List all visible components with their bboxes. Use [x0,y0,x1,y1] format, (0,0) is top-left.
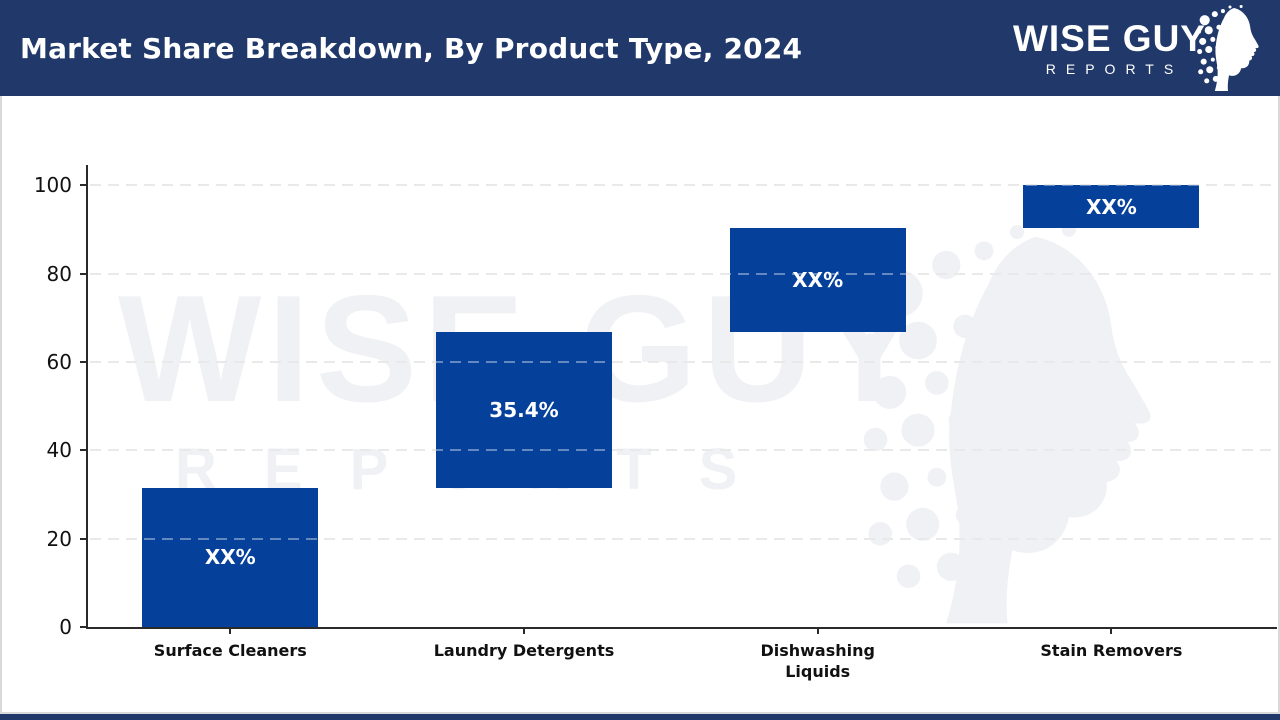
x-axis-tick [816,627,819,634]
x-axis-category-line: Stain Removers [1040,641,1183,660]
x-axis-category-line: Laundry Detergents [433,641,615,660]
bar-segment: XX% [1023,185,1200,228]
bar-value-label: XX% [792,267,844,292]
gridline-overlay [90,272,1276,275]
bar-value-label: XX% [1085,194,1137,219]
x-axis-category-line: Surface Cleaners [153,641,307,660]
bar-value-label: XX% [204,545,256,570]
x-axis-tick [1110,627,1113,634]
chart-title: Market Share Breakdown, By Product Type,… [20,31,803,65]
bar-value-label: 35.4% [489,397,559,422]
y-axis-tick [80,361,88,364]
y-axis-tick [80,537,88,540]
y-axis-tick-label: 100 [33,173,72,198]
y-axis-spine [86,165,88,629]
gridline-overlay [90,537,1276,540]
gridline [90,537,1276,540]
gridline [90,184,1276,187]
footer-bar [0,714,1280,720]
y-axis-tick [80,626,88,628]
brand-subtitle: REPORTS [1045,60,1184,77]
y-axis-tick-label: 0 [59,615,72,639]
y-axis-tick-label: 40 [46,438,72,463]
x-axis-tick [229,627,232,634]
gridline [90,449,1276,452]
gridline-overlay [90,184,1276,187]
x-axis-category-line: Dishwashing [760,641,875,660]
x-axis-category-line: Liquids [785,662,851,681]
x-axis-category-label: Stain Removers [986,640,1236,661]
x-axis-spine [86,627,1277,629]
x-axis-tick [523,627,525,634]
gridline [90,272,1276,275]
brand-logo: WISE GUY REPORTS [1013,5,1266,91]
brand-name: WISE GUY [1012,17,1206,59]
y-axis-tick [80,449,88,452]
y-axis-tick-label: 80 [46,261,72,286]
brand-logo-text: WISE GUY REPORTS [1012,17,1206,77]
gridline-overlay [90,449,1276,452]
x-axis-category-label: Laundry Detergents [399,640,649,661]
y-axis-tick [80,272,88,275]
y-axis-tick-label: 60 [46,350,72,375]
y-axis-tick [80,184,88,187]
bar-segment: 35.4% [436,331,612,488]
gridline [90,361,1276,364]
bar-segment: XX% [729,227,906,332]
header-bar: Market Share Breakdown, By Product Type,… [0,0,1280,96]
gridline-overlay [90,361,1276,364]
y-axis-tick-label: 20 [46,526,72,551]
logo-face-icon [1194,5,1266,91]
bar-segment: XX% [142,487,319,627]
x-axis-category-label: Surface Cleaners [105,640,355,661]
x-axis-category-label: Dishwashing Liquids [693,640,943,682]
